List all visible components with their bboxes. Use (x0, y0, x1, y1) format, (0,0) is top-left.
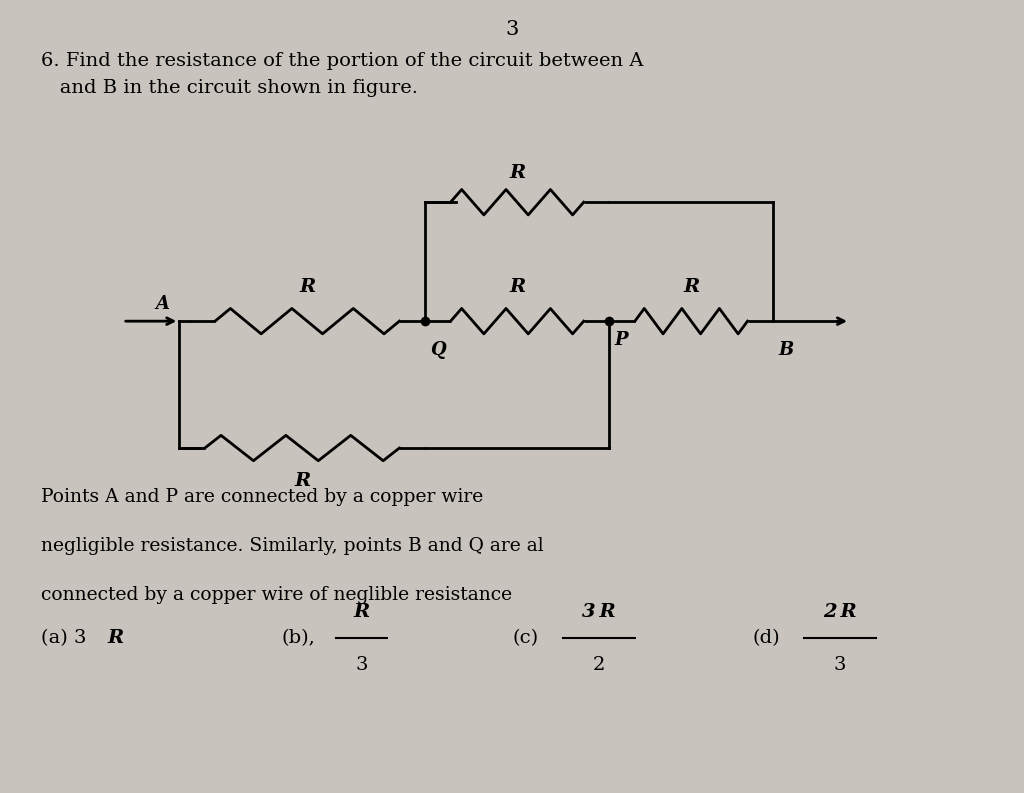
Text: negligible resistance. Similarly, points B and Q are al: negligible resistance. Similarly, points… (41, 537, 544, 555)
Text: R: R (299, 278, 315, 296)
Text: B: B (778, 341, 794, 359)
Text: connected by a copper wire of neglible resistance: connected by a copper wire of neglible r… (41, 586, 512, 604)
Text: A: A (155, 295, 169, 313)
Text: 3: 3 (505, 20, 519, 39)
Text: P: P (614, 331, 628, 349)
Text: R: R (353, 603, 370, 621)
Text: R: R (509, 164, 525, 182)
Text: 3: 3 (355, 656, 368, 674)
Text: (a) 3: (a) 3 (41, 630, 90, 647)
Text: Points A and P are connected by a copper wire: Points A and P are connected by a copper… (41, 488, 483, 506)
Text: 6. Find the resistance of the portion of the circuit between A: 6. Find the resistance of the portion of… (41, 52, 643, 70)
Text: (b),: (b), (282, 630, 315, 647)
Text: and B in the circuit shown in figure.: and B in the circuit shown in figure. (41, 79, 418, 98)
Text: R: R (108, 630, 124, 647)
Text: 3 R: 3 R (583, 603, 615, 621)
Text: R: R (509, 278, 525, 296)
Text: R: R (294, 472, 310, 490)
Text: Q: Q (430, 341, 445, 359)
Text: R: R (683, 278, 699, 296)
Text: 3: 3 (834, 656, 846, 674)
Text: 2: 2 (593, 656, 605, 674)
Text: (c): (c) (512, 630, 539, 647)
Text: 2 R: 2 R (823, 603, 856, 621)
Text: (d): (d) (753, 630, 780, 647)
